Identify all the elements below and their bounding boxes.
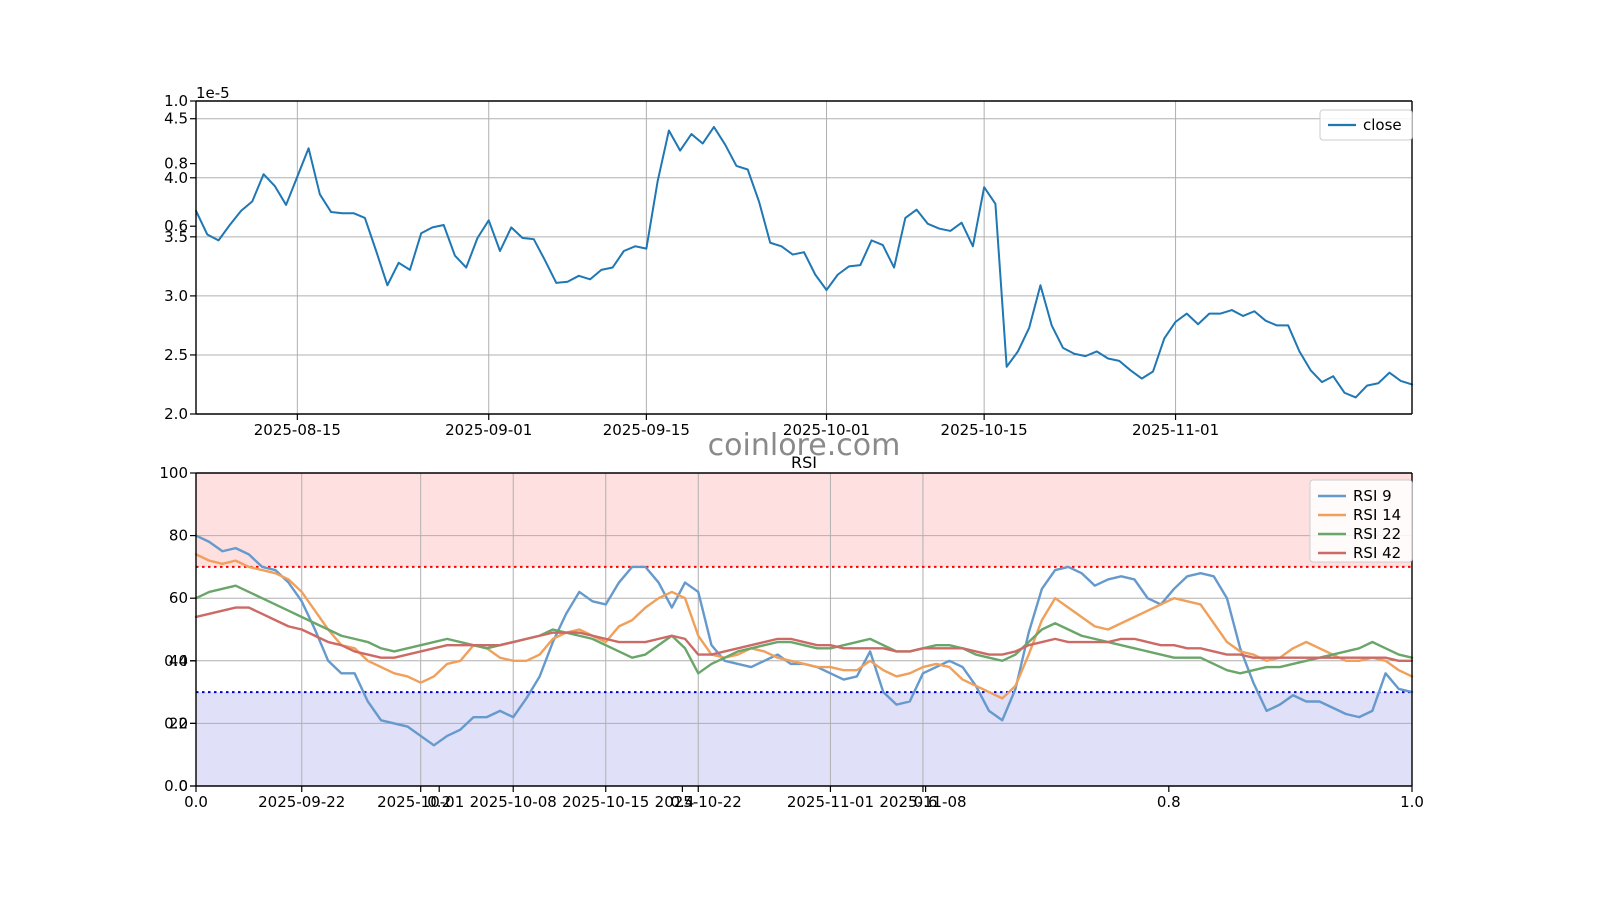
- rsi-x-tick-date: 2025-10-15: [562, 793, 649, 811]
- price-y-tick: 3.0: [164, 287, 188, 305]
- watermark: coinlore.com: [708, 428, 901, 463]
- rsi-x-tick-labels: 2025-09-22 2025-10-01 2025-10-08 2025-10-15…: [258, 786, 967, 811]
- price-y-offset-text: 1e-5: [196, 84, 230, 102]
- price-x-tick: 2025-11-01: [1132, 421, 1219, 439]
- rsi-x-tick-labels-overlay: 0.0 0.2 0.4 0.6 0.8 1.0: [184, 786, 1424, 811]
- rsi-x-tick-date: 2025-10-08: [470, 793, 557, 811]
- rsi-y-tick-labels: 0 20 40 60 80 100: [159, 464, 196, 795]
- price-x-tick-labels: 2025-08-15 2025-09-01 2025-09-15 2025-10-01…: [254, 414, 1219, 439]
- rsi-oversold-band: [196, 692, 1412, 786]
- rsi-legend-label-rsi-9: RSI 9: [1353, 487, 1392, 505]
- rsi-y-tick-overlay: 0.4: [164, 652, 188, 670]
- rsi-y-tick-labels-overlay: 0.0 0.2 0.4: [164, 652, 196, 795]
- rsi-x-tick-date: 2025-11-08: [879, 793, 966, 811]
- price-y-tick: 4.5: [164, 110, 188, 128]
- price-y-tick-overlay: 0.8: [164, 155, 188, 173]
- rsi-x-tick-date: 2025-11-01: [787, 793, 874, 811]
- rsi-line-rsi-42: [194, 606, 1414, 662]
- price-y-tick: 4.0: [164, 169, 188, 187]
- price-x-tick: 2025-10-15: [941, 421, 1028, 439]
- rsi-y-tick: 0: [178, 777, 188, 795]
- rsi-overbought-band: [196, 473, 1412, 567]
- rsi-x-tick-overlay: 0.0: [184, 793, 208, 811]
- price-plot-background: [196, 101, 1412, 414]
- price-y-tick: 2.5: [164, 346, 188, 364]
- rsi-y-tick: 100: [159, 464, 188, 482]
- price-x-tick: 2025-08-15: [254, 421, 341, 439]
- price-legend-box: [1319, 109, 1413, 141]
- rsi-y-tick: 80: [169, 527, 188, 545]
- rsi-x-tick-overlay: 0.6: [914, 793, 938, 811]
- price-x-tick: 2025-10-01: [783, 421, 870, 439]
- price-y-tick-overlay: 0.6: [164, 217, 188, 235]
- rsi-panel-title: RSI: [791, 453, 817, 472]
- rsi-x-tick-overlay: 0.8: [1157, 793, 1181, 811]
- rsi-series-group: [194, 534, 1414, 747]
- price-axis-spines: [195, 100, 1413, 415]
- rsi-line-rsi-22: [194, 584, 1414, 675]
- price-y-tick-overlay: 1.0: [164, 92, 188, 110]
- rsi-line-rsi-14: [194, 553, 1414, 700]
- rsi-y-tick: 60: [169, 589, 188, 607]
- price-y-tick: 3.5: [164, 228, 188, 246]
- price-x-tick: 2025-09-01: [445, 421, 532, 439]
- rsi-legend-label-rsi-42: RSI 42: [1353, 544, 1401, 562]
- rsi-legend-box: [1309, 479, 1413, 563]
- rsi-y-tick-overlay: 0.0: [164, 777, 188, 795]
- price-legend-label-close: close: [1363, 116, 1402, 134]
- price-legend[interactable]: close: [1319, 109, 1413, 141]
- rsi-y-tick: 20: [169, 714, 188, 732]
- rsi-x-tick-overlay: 1.0: [1400, 793, 1424, 811]
- rsi-x-tick-date: 2025-10-01: [377, 793, 464, 811]
- price-series-group: [195, 125, 1413, 399]
- rsi-x-tick-overlay: 0.2: [427, 793, 451, 811]
- rsi-panel: 0 20 40 60 80 100 0.0 0.2 0.4 2025-09-22 2025-10…: [159, 453, 1424, 811]
- rsi-x-tick-date: 2025-10-22: [655, 793, 742, 811]
- rsi-legend-label-rsi-14: RSI 14: [1353, 506, 1401, 524]
- price-y-tick-labels: 2.0 2.5 3.0 3.5 4.0 4.5: [164, 110, 196, 423]
- price-y-tick-labels-overlay: 0.6 0.8 1.0: [164, 92, 196, 235]
- rsi-x-tick-overlay: 0.4: [670, 793, 694, 811]
- price-line-close: [195, 125, 1413, 399]
- price-panel: 2.02.53.03.54.04.5 0.60.81.0 2025-08-15 2…: [164, 84, 1413, 439]
- rsi-y-tick: 40: [169, 652, 188, 670]
- price-x-tick: 2025-09-15: [603, 421, 690, 439]
- rsi-legend-label-rsi-22: RSI 22: [1353, 525, 1401, 543]
- price-y-tick: 2.0: [164, 405, 188, 423]
- rsi-x-tick-date: 2025-09-22: [258, 793, 345, 811]
- rsi-y-tick-overlay: 0.2: [164, 714, 188, 732]
